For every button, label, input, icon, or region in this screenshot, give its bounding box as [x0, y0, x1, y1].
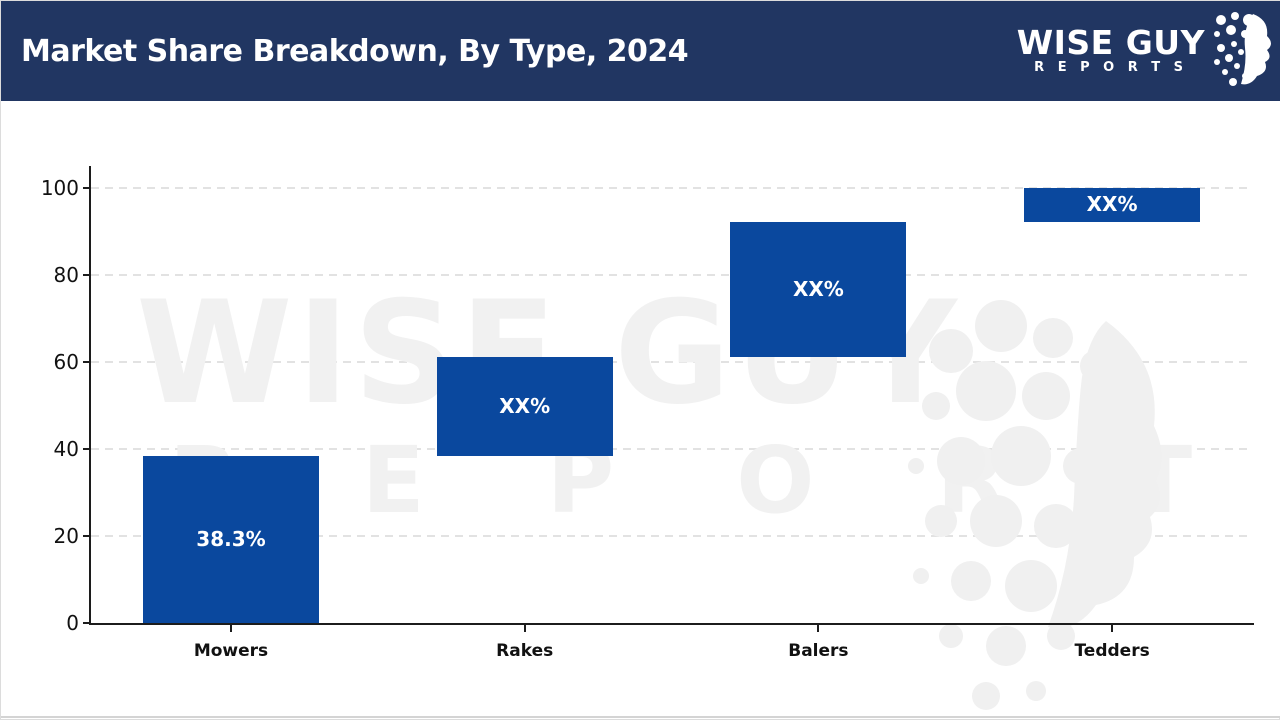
y-tick-label-20: 20	[53, 523, 79, 548]
bar-balers	[730, 222, 907, 358]
y-tick-80	[83, 273, 91, 276]
watermark-face-icon	[908, 300, 1162, 710]
y-tick-100	[83, 186, 91, 189]
logo-reports-text: R E P O R T S	[1034, 60, 1188, 75]
y-tick-60	[83, 360, 91, 363]
gridline-40	[91, 447, 1253, 450]
logo-text: WISE GUY R E P O R T S	[1017, 26, 1205, 76]
bar-value-label-rakes: XX%	[499, 393, 551, 418]
header-bar: Market Share Breakdown, By Type, 2024 WI…	[1, 1, 1280, 101]
y-tick-label-60: 60	[53, 349, 79, 374]
x-category-label-tedders: Tedders	[1074, 641, 1150, 661]
x-tick-rakes	[523, 625, 526, 632]
x-category-label-rakes: Rakes	[496, 641, 554, 661]
y-tick-label-80: 80	[53, 262, 79, 287]
x-category-label-mowers: Mowers	[193, 641, 269, 661]
y-tick-0	[83, 622, 91, 624]
x-category-label-balers: Balers	[788, 641, 849, 661]
wiseguy-logo: WISE GUY R E P O R T S	[1017, 7, 1273, 95]
bar-value-label-balers: XX%	[792, 276, 844, 301]
gridline-60	[91, 360, 1253, 363]
logo-wiseguy-text: WISE GUY	[1016, 23, 1205, 62]
chart-title: Market Share Breakdown, By Type, 2024	[21, 33, 689, 69]
y-axis-line	[89, 165, 91, 625]
bar-tedders	[1024, 187, 1201, 223]
x-tick-mowers	[230, 625, 232, 632]
bar-value-label-tedders: XX%	[1086, 191, 1138, 216]
gridline-80	[91, 273, 1253, 276]
x-tick-tedders	[1111, 625, 1114, 632]
y-tick-20	[83, 534, 91, 537]
y-tick-label-40: 40	[53, 436, 79, 461]
chart-area: WISE GUY R E P O R T S 02040608010038.3%…	[1, 101, 1280, 718]
x-tick-balers	[817, 625, 820, 632]
x-axis-line	[89, 623, 1254, 625]
logo-face-icon	[1214, 12, 1271, 86]
y-tick-40	[83, 447, 91, 450]
gridline-100	[91, 186, 1253, 189]
bar-value-label-mowers: 38.3%	[196, 526, 266, 551]
y-tick-label-100: 100	[40, 175, 79, 200]
y-tick-label-0: 0	[66, 611, 79, 635]
gridline-20	[91, 534, 1253, 537]
bar-mowers	[143, 456, 319, 623]
bar-rakes	[436, 357, 613, 457]
bottom-border	[1, 716, 1280, 718]
